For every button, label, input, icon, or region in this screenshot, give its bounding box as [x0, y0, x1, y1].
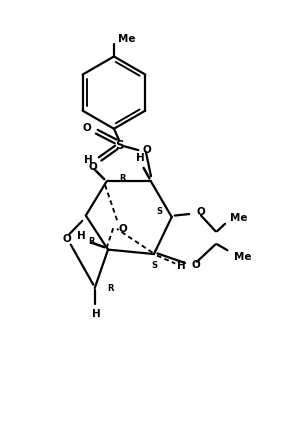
Text: Me: Me [230, 213, 247, 223]
Text: O: O [118, 225, 127, 235]
Text: H: H [136, 153, 145, 163]
Text: R: R [120, 174, 126, 183]
Text: Me: Me [118, 34, 135, 44]
Text: S: S [156, 207, 162, 216]
Text: R: R [89, 237, 95, 246]
Text: O: O [196, 207, 205, 217]
Text: S: S [115, 139, 123, 152]
Text: S: S [151, 261, 157, 270]
Text: H: H [177, 261, 186, 271]
Text: Me: Me [234, 252, 251, 262]
Text: O: O [88, 162, 97, 172]
Text: O: O [82, 123, 91, 133]
Text: O: O [63, 234, 71, 244]
Text: H: H [92, 309, 100, 319]
Text: O: O [142, 145, 151, 155]
Text: O: O [192, 260, 201, 271]
Text: H: H [84, 155, 93, 165]
Text: R: R [108, 284, 114, 293]
Text: H: H [77, 231, 86, 241]
